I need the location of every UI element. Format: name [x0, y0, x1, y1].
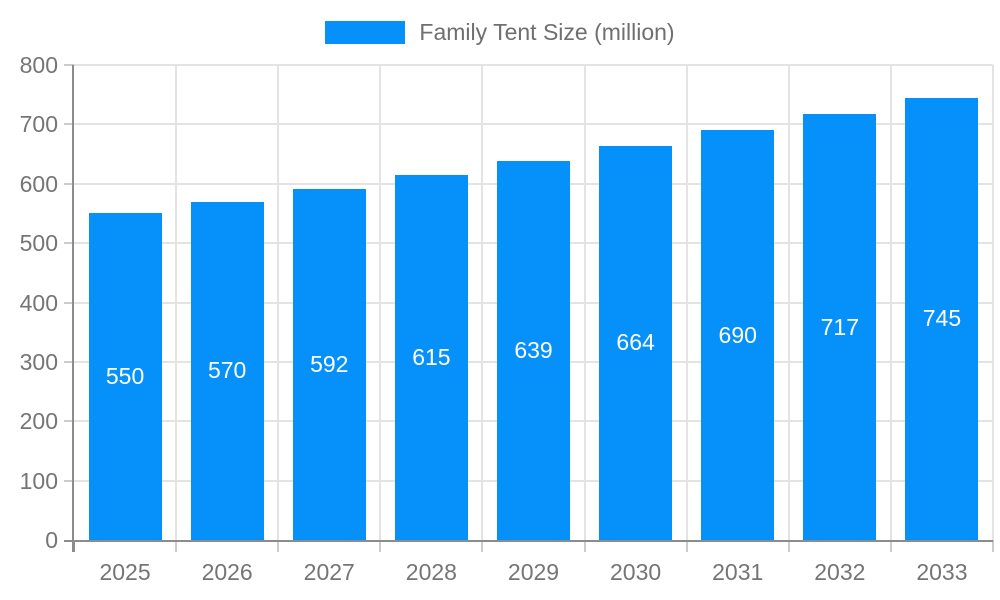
y-tick-mark: [64, 301, 74, 304]
gridline-vertical: [992, 65, 994, 540]
legend-swatch: [325, 21, 406, 44]
bar-value-label: 592: [310, 350, 349, 377]
y-tick-mark: [64, 123, 74, 126]
y-tick-mark: [64, 360, 74, 363]
x-tick-mark: [889, 540, 892, 552]
y-tick-mark: [64, 242, 74, 245]
bar-value-label: 717: [820, 313, 860, 340]
x-tick-mark: [73, 540, 75, 552]
y-tick-label: 600: [19, 170, 58, 197]
bar-value-label: 639: [514, 336, 553, 363]
x-tick-label: 2026: [201, 559, 253, 585]
y-tick-mark: [64, 64, 74, 66]
x-tick-label: 2032: [814, 559, 866, 585]
x-tick-label: 2030: [610, 559, 662, 585]
bar-2027[interactable]: 592: [292, 188, 366, 540]
bar-value-label: 570: [207, 357, 247, 384]
bar-2030[interactable]: 664: [599, 145, 673, 540]
gridline-vertical: [787, 65, 790, 540]
x-tick-label: 2029: [507, 559, 560, 585]
gridline-vertical: [889, 65, 892, 540]
bar-value-label: 615: [412, 343, 451, 370]
x-tick-label: 2028: [405, 559, 457, 585]
x-tick-mark: [685, 540, 688, 552]
bar-2026[interactable]: 570: [190, 201, 264, 540]
x-tick-mark: [992, 540, 994, 552]
y-tick-label: 0: [45, 527, 58, 553]
x-tick-label: 2025: [99, 559, 151, 585]
y-tick-label: 700: [19, 111, 58, 138]
x-axis-line: [64, 540, 993, 542]
y-tick-label: 500: [19, 230, 58, 257]
y-tick-label: 300: [19, 348, 58, 375]
x-tick-mark: [277, 540, 280, 552]
y-tick-mark: [64, 479, 74, 482]
bar-2033[interactable]: 745: [905, 97, 979, 540]
legend-label: Family Tent Size (million): [419, 19, 675, 45]
y-tick-label: 400: [19, 289, 58, 316]
gridline-vertical: [685, 65, 688, 540]
gridline-vertical: [481, 65, 484, 540]
x-tick-mark: [175, 540, 178, 552]
bar-value-label: 745: [922, 305, 962, 332]
x-tick-label: 2031: [712, 559, 764, 585]
y-tick-mark: [64, 420, 74, 423]
y-tick-mark: [64, 182, 74, 185]
legend: Family Tent Size (million): [0, 19, 1000, 46]
bar-2028[interactable]: 615: [394, 174, 468, 540]
gridline-vertical: [379, 65, 382, 540]
bar-2029[interactable]: 639: [497, 160, 570, 540]
gridline-vertical: [583, 65, 586, 540]
gridline-vertical: [175, 65, 178, 540]
y-tick-label: 200: [19, 408, 58, 435]
legend-item[interactable]: Family Tent Size (million): [325, 19, 675, 46]
y-tick-label: 100: [19, 467, 58, 494]
x-tick-mark: [787, 540, 790, 552]
x-tick-label: 2027: [303, 559, 355, 585]
bar-value-label: 550: [105, 363, 145, 390]
y-tick-label: 800: [19, 52, 58, 78]
x-tick-mark: [379, 540, 382, 552]
gridline-horizontal: [74, 64, 993, 66]
x-tick-mark: [481, 540, 484, 552]
y-axis-line: [72, 65, 74, 552]
gridline-vertical: [277, 65, 280, 540]
bar-2031[interactable]: 690: [701, 130, 775, 540]
gridline-horizontal: [74, 123, 993, 126]
x-tick-label: 2033: [916, 559, 968, 585]
bar-value-label: 664: [616, 329, 655, 356]
bar-value-label: 690: [718, 321, 757, 348]
x-tick-mark: [583, 540, 586, 552]
bar-2025[interactable]: 550: [88, 213, 162, 540]
bar-2032[interactable]: 717: [803, 114, 877, 540]
